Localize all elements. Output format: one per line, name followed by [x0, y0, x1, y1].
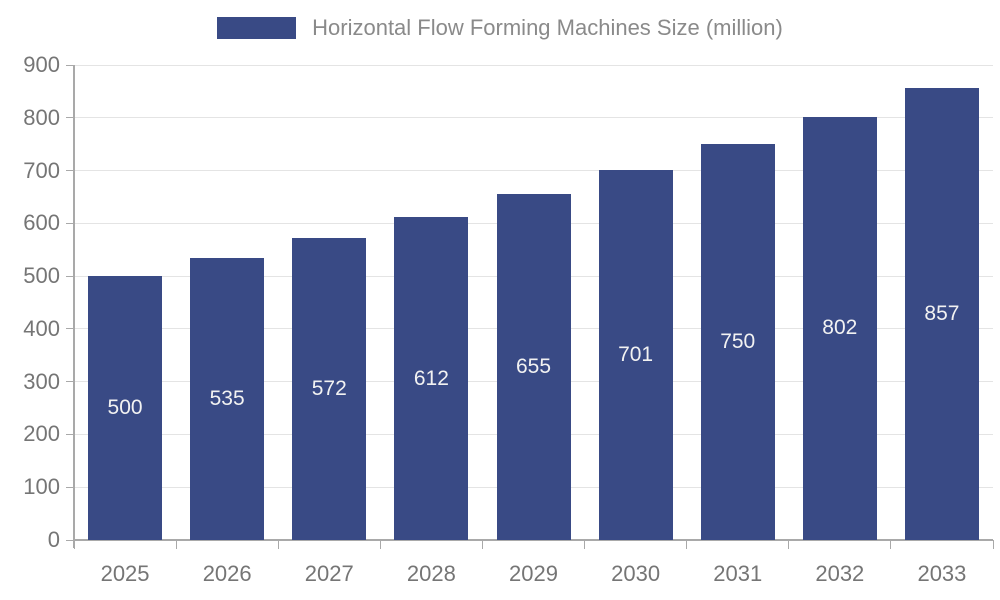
x-axis-tick-label: 2028	[406, 561, 456, 586]
gridline	[74, 64, 993, 66]
y-axis-tick-label: 300	[23, 368, 60, 394]
x-axis-tick	[277, 540, 279, 549]
x-axis-tick	[481, 540, 483, 549]
bar-value-label: 535	[209, 386, 245, 410]
x-axis-tick-label: 2026	[202, 561, 252, 586]
x-axis-tick-label: 2030	[611, 561, 661, 586]
x-axis-tick	[686, 540, 688, 549]
bar-2032[interactable]: 802	[802, 116, 877, 540]
x-axis-tick	[379, 540, 381, 549]
y-axis-tick	[66, 64, 74, 66]
y-axis-tick	[66, 486, 74, 488]
x-axis-tick	[175, 540, 177, 549]
y-axis-tick	[66, 433, 74, 435]
bar-value-label: 655	[515, 355, 552, 379]
y-axis-tick-label: 0	[47, 527, 60, 552]
x-axis-tick-label: 2025	[100, 561, 150, 586]
y-axis-tick	[66, 170, 74, 172]
legend-swatch-icon	[217, 17, 297, 39]
x-axis-tick-label: 2032	[815, 561, 865, 586]
x-axis-tick-label: 2027	[304, 561, 354, 586]
y-axis-tick	[66, 222, 74, 224]
y-axis-tick-label: 700	[23, 157, 60, 183]
bar-2028[interactable]: 612	[394, 217, 469, 540]
x-axis-tick	[992, 540, 994, 549]
bar-value-label: 572	[311, 377, 347, 401]
x-axis-tick-label: 2031	[713, 561, 763, 586]
bar-2031[interactable]: 750	[700, 144, 775, 540]
legend-label: Horizontal Flow Forming Machines Size (m…	[312, 15, 783, 40]
y-axis-tick-label: 200	[23, 421, 60, 447]
y-axis-tick-label: 800	[23, 104, 60, 130]
x-axis-tick-label: 2029	[509, 561, 558, 586]
x-axis-tick	[890, 540, 892, 549]
y-axis-tick	[66, 117, 74, 119]
y-axis-tick-label: 500	[23, 263, 60, 289]
bar-2029[interactable]: 655	[496, 194, 571, 540]
bar-value-label: 857	[924, 301, 960, 325]
bar-2033[interactable]: 857	[904, 87, 979, 540]
bar-value-label: 750	[720, 330, 756, 354]
x-axis-tick	[73, 540, 75, 549]
gridline	[74, 170, 993, 172]
y-axis-tick-label: 400	[23, 315, 60, 341]
gridline	[74, 117, 993, 119]
x-axis-tick-label: 2033	[917, 561, 967, 586]
bar-value-label: 802	[822, 316, 858, 340]
bar-2025[interactable]: 500	[88, 276, 163, 540]
y-axis-line	[73, 65, 75, 548]
x-axis-tick	[584, 540, 586, 549]
bar-2027[interactable]: 572	[292, 238, 367, 540]
bar-value-label: 701	[618, 343, 654, 366]
bar-value-label: 612	[413, 366, 449, 390]
y-axis-tick-label: 600	[23, 210, 60, 236]
y-axis-tick	[66, 539, 74, 541]
x-axis-tick	[788, 540, 790, 549]
y-axis-tick-label: 100	[23, 474, 60, 500]
y-axis-tick	[66, 381, 74, 383]
bar-value-label: 500	[107, 396, 143, 420]
x-axis-line	[73, 539, 993, 541]
legend[interactable]: Horizontal Flow Forming Machines Size (m…	[0, 14, 1000, 42]
y-axis-tick	[66, 275, 74, 277]
y-axis-tick	[66, 328, 74, 330]
bar-2030[interactable]: 701	[598, 170, 673, 540]
y-axis-tick-label: 900	[23, 52, 60, 77]
bar-2026[interactable]: 535	[190, 257, 265, 540]
